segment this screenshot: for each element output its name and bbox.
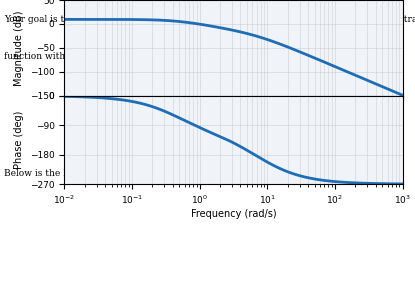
Text: Below is the Bode plot for the open-loop system without lag compensation.: Below is the Bode plot for the open-loop… — [4, 169, 349, 178]
X-axis label: Frequency (rad/s): Frequency (rad/s) — [190, 209, 276, 219]
Text: $H(s) = \dfrac{36(s + 1.5)}{(s + 1)(s + 4.5)(s^2 + 10s + 4)}$: $H(s) = \dfrac{36(s + 1.5)}{(s + 1)(s + … — [145, 92, 340, 122]
Y-axis label: Phase (deg): Phase (deg) — [14, 111, 24, 169]
Y-axis label: Magnitude (dB): Magnitude (dB) — [14, 10, 24, 86]
Text: Your goal is to design a lag compensator for a system that has the following ope: Your goal is to design a lag compensator… — [4, 15, 415, 24]
Text: function without lag compensation:: function without lag compensation: — [4, 52, 167, 60]
